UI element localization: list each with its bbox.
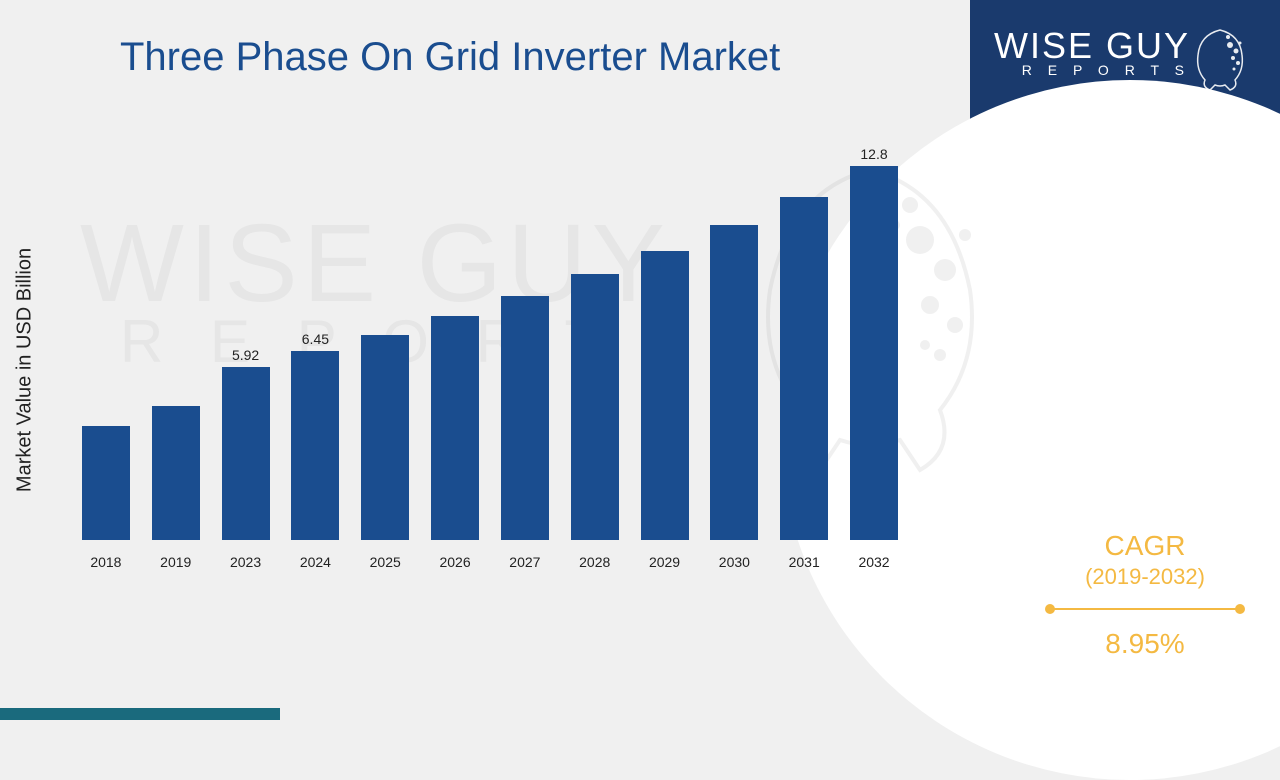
x-tick-label: 2023	[220, 554, 272, 570]
x-tick-label: 2031	[778, 554, 830, 570]
bar	[571, 274, 619, 540]
x-tick-label: 2019	[150, 554, 202, 570]
cagr-divider	[1050, 608, 1240, 610]
y-axis-label: Market Value in USD Billion	[14, 248, 37, 492]
bar	[82, 426, 130, 540]
cagr-years: (2019-2032)	[1050, 564, 1240, 590]
bar-wrap	[429, 316, 481, 540]
bar-wrap	[778, 197, 830, 540]
bar-wrap	[80, 426, 132, 540]
x-tick-label: 2025	[359, 554, 411, 570]
chart-title: Three Phase On Grid Inverter Market	[120, 35, 780, 80]
logo-text-main: WISE GUY	[994, 25, 1190, 67]
x-tick-label: 2018	[80, 554, 132, 570]
bar-wrap: 5.92	[220, 367, 272, 540]
bar	[780, 197, 828, 540]
bar	[152, 406, 200, 540]
bar-value-label: 6.45	[302, 331, 329, 347]
bar-wrap: 6.45	[289, 351, 341, 540]
x-tick-label: 2028	[569, 554, 621, 570]
bar-value-label: 12.8	[860, 146, 887, 162]
bar	[710, 225, 758, 540]
brand-logo: WISE GUY R E P O R T S	[994, 25, 1250, 78]
x-tick-label: 2026	[429, 554, 481, 570]
bar	[501, 296, 549, 540]
bar	[291, 351, 339, 540]
bar	[361, 335, 409, 540]
bar-wrap: 12.8	[848, 166, 900, 540]
x-tick-label: 2032	[848, 554, 900, 570]
bar-wrap	[708, 225, 760, 540]
bar	[850, 166, 898, 540]
logo-text-sub: R E P O R T S	[994, 62, 1190, 78]
x-axis-labels: 2018 2019 2023 2024 2025 2026 2027 2028 2029 2030…	[80, 554, 900, 570]
bar-wrap	[499, 296, 551, 540]
x-tick-label: 2030	[708, 554, 760, 570]
bar-value-label: 5.92	[232, 347, 259, 363]
bar-wrap	[639, 251, 691, 540]
x-tick-label: 2024	[289, 554, 341, 570]
cagr-label: CAGR	[1050, 530, 1240, 562]
bar	[641, 251, 689, 540]
cagr-info: CAGR (2019-2032) 8.95%	[1050, 530, 1240, 660]
bar-wrap	[359, 335, 411, 540]
bar	[222, 367, 270, 540]
x-tick-label: 2027	[499, 554, 551, 570]
bar	[431, 316, 479, 540]
bar-wrap	[150, 406, 202, 540]
logo-head-icon	[1190, 25, 1250, 95]
bottom-accent-bar	[0, 708, 280, 720]
bar-wrap	[569, 274, 621, 540]
bars-container: 5.92 6.45 12.8	[80, 160, 900, 540]
cagr-value: 8.95%	[1050, 628, 1240, 660]
bar-chart: Market Value in USD Billion 5.926.4512.8…	[60, 150, 900, 590]
x-tick-label: 2029	[639, 554, 691, 570]
